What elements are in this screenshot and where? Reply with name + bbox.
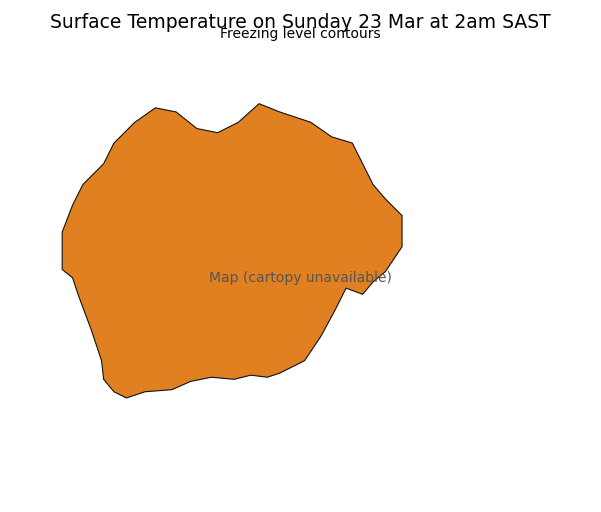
- Text: Surface Temperature on Sunday 23 Mar at 2am SAST: Surface Temperature on Sunday 23 Mar at …: [50, 13, 551, 32]
- Polygon shape: [62, 103, 402, 398]
- Text: Map (cartopy unavailable): Map (cartopy unavailable): [209, 271, 392, 285]
- Text: Freezing level contours: Freezing level contours: [220, 27, 381, 40]
